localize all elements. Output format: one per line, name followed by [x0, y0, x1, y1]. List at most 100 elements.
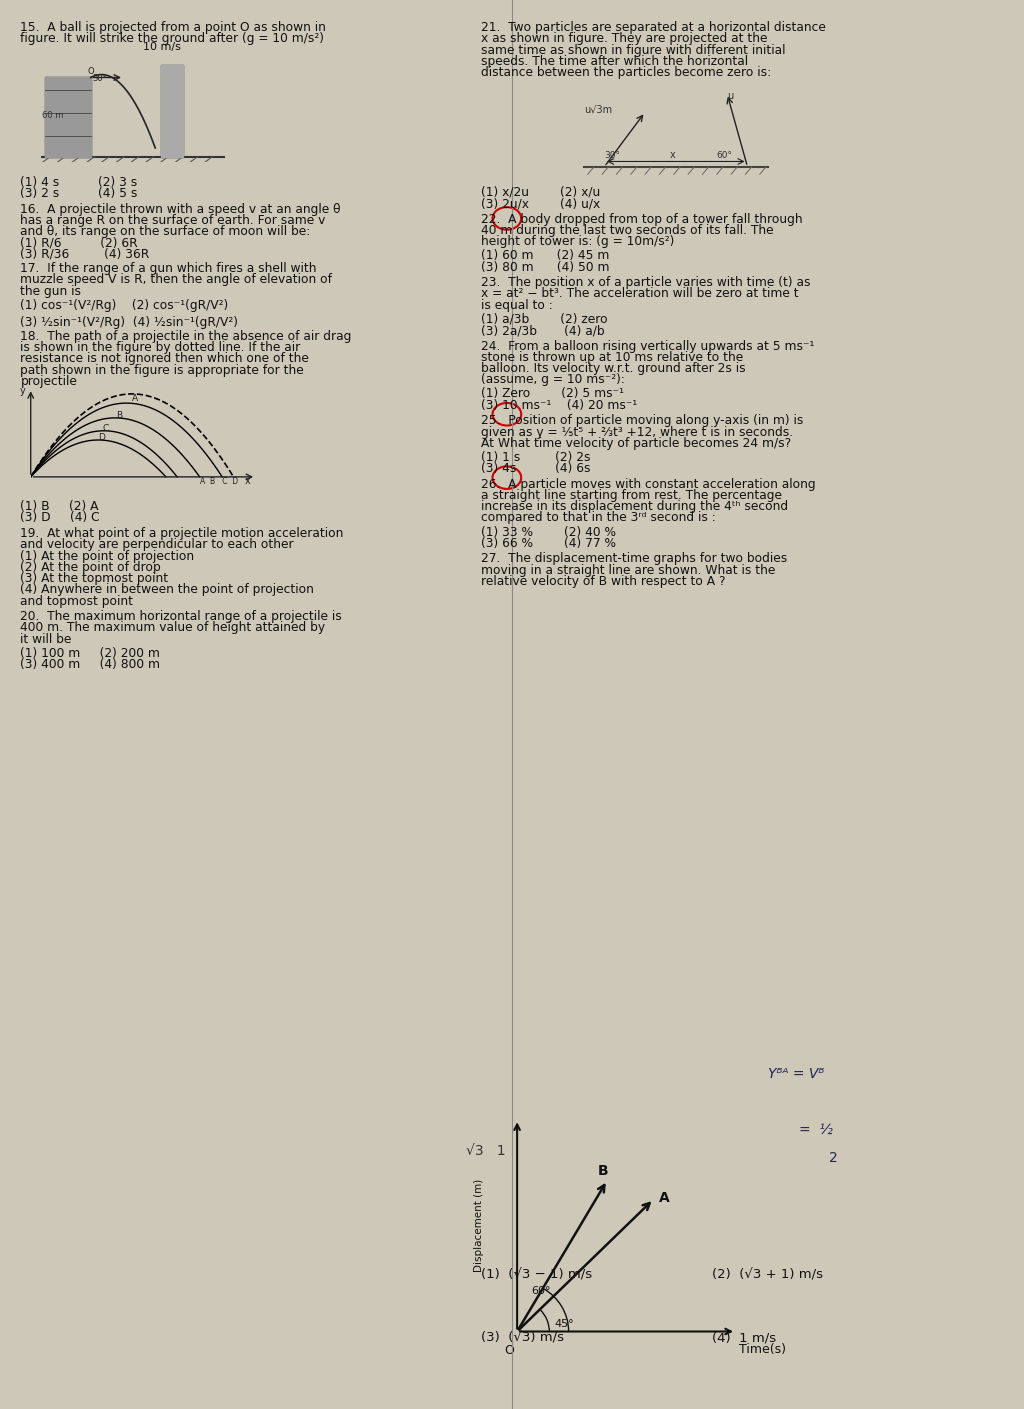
ref	[29, 462, 41, 479]
Text: A  B   C  D: A B C D	[200, 478, 238, 486]
Text: (3) 4s          (4) 6s: (3) 4s (4) 6s	[481, 462, 591, 475]
Text: 17.  If the range of a gun which fires a shell with: 17. If the range of a gun which fires a …	[20, 262, 317, 275]
Text: (1)  (√3 − 1) m/s: (1) (√3 − 1) m/s	[481, 1268, 593, 1281]
Line: ref: ref	[31, 395, 233, 476]
Text: (3) 400 m     (4) 800 m: (3) 400 m (4) 800 m	[20, 658, 161, 671]
Text: A: A	[132, 395, 138, 403]
Text: height of tower is: (g = 10m/s²): height of tower is: (g = 10m/s²)	[481, 235, 675, 248]
Text: (3) 2a/3b       (4) a/b: (3) 2a/3b (4) a/b	[481, 324, 605, 337]
Bar	[45, 77, 91, 156]
Text: (3) 80 m      (4) 50 m: (3) 80 m (4) 50 m	[481, 261, 609, 273]
Text: (1) At the point of projection: (1) At the point of projection	[20, 550, 195, 562]
Text: 40 m during the last two seconds of its fall. The: 40 m during the last two seconds of its …	[481, 224, 774, 237]
Text: (1) R/6          (2) 6R: (1) R/6 (2) 6R	[20, 237, 138, 249]
Bar	[161, 65, 183, 156]
ref	[186, 414, 199, 431]
Text: and velocity are perpendicular to each other: and velocity are perpendicular to each o…	[20, 538, 294, 551]
ref	[161, 396, 173, 413]
Text: (1) a/3b        (2) zero: (1) a/3b (2) zero	[481, 313, 608, 325]
Text: (2)  (√3 + 1) m/s: (2) (√3 + 1) m/s	[712, 1268, 822, 1281]
Text: (1) B     (2) A: (1) B (2) A	[20, 500, 99, 513]
Text: 23.  The position x of a particle varies with time (t) as: 23. The position x of a particle varies …	[481, 276, 811, 289]
Text: 400 m. The maximum value of height attained by: 400 m. The maximum value of height attai…	[20, 621, 326, 634]
ref	[53, 428, 66, 445]
Text: (1) x/2u        (2) x/u: (1) x/2u (2) x/u	[481, 186, 600, 199]
ref	[87, 397, 99, 414]
Text: 26.  A particle moves with constant acceleration along: 26. A particle moves with constant accel…	[481, 478, 816, 490]
ref	[128, 386, 140, 403]
Text: 30°: 30°	[604, 151, 621, 159]
ref	[207, 438, 219, 455]
Text: Displacement (m): Displacement (m)	[473, 1179, 483, 1272]
Text: 21.  Two particles are separated at a horizontal distance: 21. Two particles are separated at a hor…	[481, 21, 826, 34]
Text: compared to that in the 3ʳᵈ second is :: compared to that in the 3ʳᵈ second is :	[481, 511, 716, 524]
Text: (1) 33 %        (2) 40 %: (1) 33 % (2) 40 %	[481, 526, 616, 538]
Text: a straight line starting from rest. The percentage: a straight line starting from rest. The …	[481, 489, 782, 502]
Text: (1) cos⁻¹(V²/Rg)    (2) cos⁻¹(gR/V²): (1) cos⁻¹(V²/Rg) (2) cos⁻¹(gR/V²)	[20, 299, 228, 311]
Text: increase in its displacement during the 4ᵗʰ second: increase in its displacement during the …	[481, 500, 788, 513]
ref	[203, 433, 215, 449]
ref	[61, 418, 74, 435]
Text: (3) R/36         (4) 36R: (3) R/36 (4) 36R	[20, 248, 150, 261]
Text: (3) 2u/x        (4) u/x: (3) 2u/x (4) u/x	[481, 197, 600, 210]
Text: 2: 2	[829, 1151, 839, 1165]
ref	[165, 397, 177, 414]
Text: 15.  A ball is projected from a point O as shown in: 15. A ball is projected from a point O a…	[20, 21, 327, 34]
Text: (4) Anywhere in between the point of projection: (4) Anywhere in between the point of pro…	[20, 583, 314, 596]
ref	[211, 444, 223, 461]
Text: u√3m: u√3m	[584, 104, 611, 114]
Text: x: x	[245, 476, 251, 486]
ref	[132, 386, 144, 403]
Text: x = at² − bt³. The acceleration will be zero at time t: x = at² − bt³. The acceleration will be …	[481, 287, 799, 300]
Text: B: B	[117, 411, 123, 420]
ref	[83, 400, 95, 417]
ref	[66, 414, 78, 431]
Text: C: C	[102, 424, 110, 433]
ref	[195, 423, 207, 440]
Text: stone is thrown up at 10 ms relative to the: stone is thrown up at 10 ms relative to …	[481, 351, 743, 364]
ref	[49, 433, 61, 449]
Text: 10 m/s: 10 m/s	[143, 42, 181, 52]
Text: projectile: projectile	[20, 375, 78, 387]
ref	[227, 468, 240, 485]
ref	[120, 386, 132, 403]
Text: √3   1: √3 1	[466, 1144, 506, 1158]
ref	[140, 387, 153, 404]
ref	[190, 418, 203, 435]
ref	[108, 389, 120, 406]
Text: moving in a straight line are shown. What is the: moving in a straight line are shown. Wha…	[481, 564, 775, 576]
Text: distance between the particles become zero is:: distance between the particles become ze…	[481, 66, 771, 79]
Text: (3) At the topmost point: (3) At the topmost point	[20, 572, 169, 585]
ref	[112, 387, 124, 404]
Text: Yᴮᴬ = Vᴮ: Yᴮᴬ = Vᴮ	[768, 1067, 824, 1081]
Text: path shown in the figure is appropriate for the: path shown in the figure is appropriate …	[20, 364, 304, 376]
Text: x: x	[670, 149, 676, 159]
ref	[157, 393, 169, 410]
ref	[57, 423, 70, 440]
ref	[99, 392, 112, 409]
Text: 30°: 30°	[92, 75, 108, 83]
Text: and θ, its range on the surface of moon will be:: and θ, its range on the surface of moon …	[20, 225, 310, 238]
Text: has a range R on the surface of earth. For same v: has a range R on the surface of earth. F…	[20, 214, 326, 227]
Text: the gun is: the gun is	[20, 285, 82, 297]
Text: muzzle speed V is R, then the angle of elevation of: muzzle speed V is R, then the angle of e…	[20, 273, 333, 286]
Text: (2) At the point of drop: (2) At the point of drop	[20, 561, 161, 573]
Text: (assume, g = 10 ms⁻²):: (assume, g = 10 ms⁻²):	[481, 373, 626, 386]
Text: (1) 100 m     (2) 200 m: (1) 100 m (2) 200 m	[20, 647, 161, 659]
Text: (3) ½sin⁻¹(V²/Rg)  (4) ½sin⁻¹(gR/V²): (3) ½sin⁻¹(V²/Rg) (4) ½sin⁻¹(gR/V²)	[20, 316, 239, 328]
Text: 20.  The maximum horizontal range of a projectile is: 20. The maximum horizontal range of a pr…	[20, 610, 342, 623]
ref	[41, 444, 53, 461]
Text: 16.  A projectile thrown with a speed v at an angle θ: 16. A projectile thrown with a speed v a…	[20, 203, 341, 216]
ref	[33, 455, 45, 472]
Text: 60°: 60°	[717, 151, 733, 159]
ref	[91, 396, 103, 413]
Text: resistance is not ignored then which one of the: resistance is not ignored then which one…	[20, 352, 309, 365]
Text: is equal to :: is equal to :	[481, 299, 553, 311]
Text: 24.  From a balloon rising vertically upwards at 5 ms⁻¹: 24. From a balloon rising vertically upw…	[481, 340, 815, 352]
Text: 19.  At what point of a projectile motion acceleration: 19. At what point of a projectile motion…	[20, 527, 344, 540]
Text: D: D	[98, 433, 105, 442]
Text: (1) 1 s         (2) 2s: (1) 1 s (2) 2s	[481, 451, 591, 464]
ref	[169, 400, 181, 417]
ref	[223, 462, 236, 479]
Bar	[45, 77, 91, 156]
